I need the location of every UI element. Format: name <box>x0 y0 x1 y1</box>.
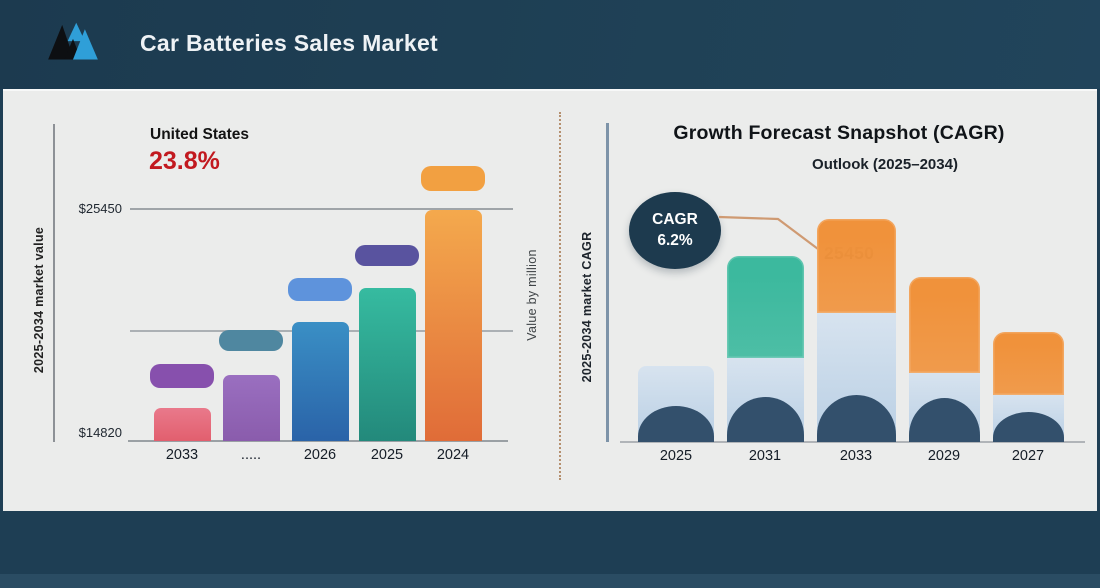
left-floating-segment-2024 <box>421 166 485 192</box>
cagr-badge: CAGR 6.2% <box>629 192 721 269</box>
right-x-label-2031: 2031 <box>748 448 782 464</box>
right-x-label-2025: 2025 <box>659 448 693 464</box>
left-floating-segment-2033 <box>150 363 214 388</box>
right-y-axis-line <box>606 123 609 442</box>
ama-logo-icon <box>48 22 98 60</box>
left-bar-2026 <box>291 322 349 441</box>
left-ytick-14820: $14820 <box>78 425 122 440</box>
left-x-label-2026: 2026 <box>303 447 337 463</box>
left-bar-2033 <box>153 407 211 441</box>
right-bar-2029-top <box>908 277 980 373</box>
left-floating-segment-2025 <box>355 245 419 266</box>
left-chart-title: United States <box>150 126 250 143</box>
left-x-axis-line <box>128 440 508 442</box>
right-x-label-2033: 2033 <box>839 448 873 464</box>
right-chart-subtitle: Outlook (2025–2034) <box>812 156 958 173</box>
panel-divider <box>559 112 561 480</box>
right-bar-2031-top <box>726 256 804 358</box>
badge-connector-line <box>718 215 819 250</box>
left-floating-segment-..... <box>219 330 283 352</box>
left-x-label-.....: ..... <box>240 447 262 463</box>
left-bar-..... <box>222 374 280 441</box>
left-floating-segment-2026 <box>288 277 352 302</box>
right-x-label-2029: 2029 <box>927 448 961 464</box>
page-title: Car Batteries Sales Market <box>140 30 439 56</box>
cagr-badge-label: CAGR <box>652 211 698 229</box>
left-x-label-2025: 2025 <box>370 447 404 463</box>
left-ytick-25450: $25450 <box>78 201 122 216</box>
header: Car Batteries Sales Market <box>0 0 1100 89</box>
left-y-axis-line <box>53 124 55 442</box>
right-chart-title: Growth Forecast Snapshot (CAGR) <box>673 122 1005 144</box>
left-x-label-2033: 2033 <box>165 447 199 463</box>
left-chart-highlight-value: 23.8% <box>149 147 220 175</box>
right-bar-2027-top <box>992 332 1064 395</box>
cagr-badge-value: 6.2% <box>657 231 693 249</box>
left-bar-2025 <box>358 288 416 441</box>
right-x-label-2027: 2027 <box>1011 448 1045 464</box>
gridline-25450 <box>130 208 513 210</box>
left-bar-2024 <box>424 210 482 441</box>
left-x-label-2024: 2024 <box>436 447 470 463</box>
footer-accent-strip <box>0 574 1100 588</box>
right-bar-2033-top <box>816 219 896 313</box>
